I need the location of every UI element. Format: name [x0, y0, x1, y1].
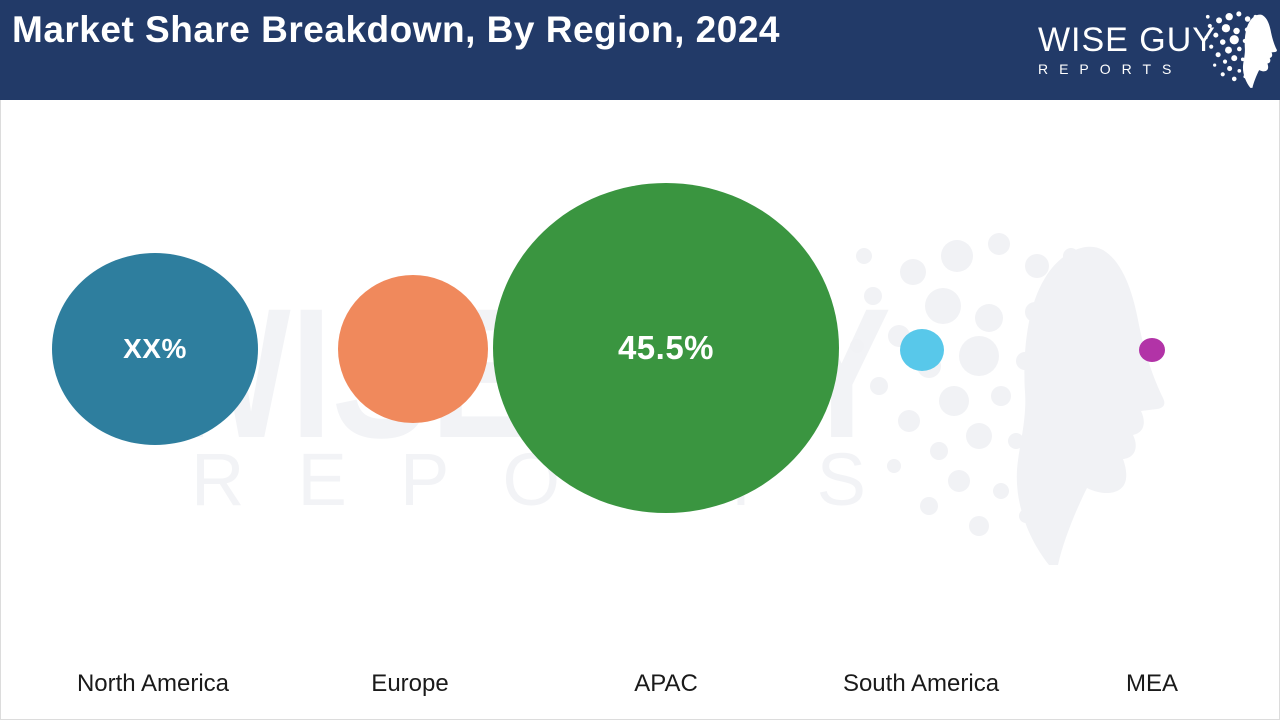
brand-name: WISE GUY — [1037, 21, 1216, 59]
page-title: Market Share Breakdown, By Region, 2024 — [12, 9, 780, 50]
bubble-label-north-america: XX% — [123, 333, 187, 364]
bubble-apac: 45.5% — [493, 183, 839, 513]
category-label-south-america: South America — [842, 670, 1000, 697]
category-label-apac: APAC — [634, 670, 698, 697]
category-label-europe: Europe — [371, 670, 449, 697]
bubble-north-america: XX% — [52, 253, 258, 445]
watermark-head-icon — [850, 233, 1165, 565]
bubble-chart: WISE GUY REPORTS XX%45.5% North AmericaE… — [0, 100, 1280, 720]
brand-text: WISE GUY REPORTS — [1038, 23, 1216, 77]
category-label-mea: MEA — [1125, 670, 1179, 697]
header: Market Share Breakdown, By Region, 2024 … — [0, 0, 1280, 100]
category-label-north-america: North America — [76, 670, 230, 697]
brand-logo: WISE GUY REPORTS — [1038, 0, 1280, 100]
bubble-label-apac: 45.5% — [617, 329, 715, 366]
bubble-mea — [1139, 338, 1165, 362]
bubble-europe — [338, 275, 488, 423]
brand-subtitle: REPORTS — [1037, 61, 1183, 77]
bubble-south-america — [900, 329, 944, 371]
